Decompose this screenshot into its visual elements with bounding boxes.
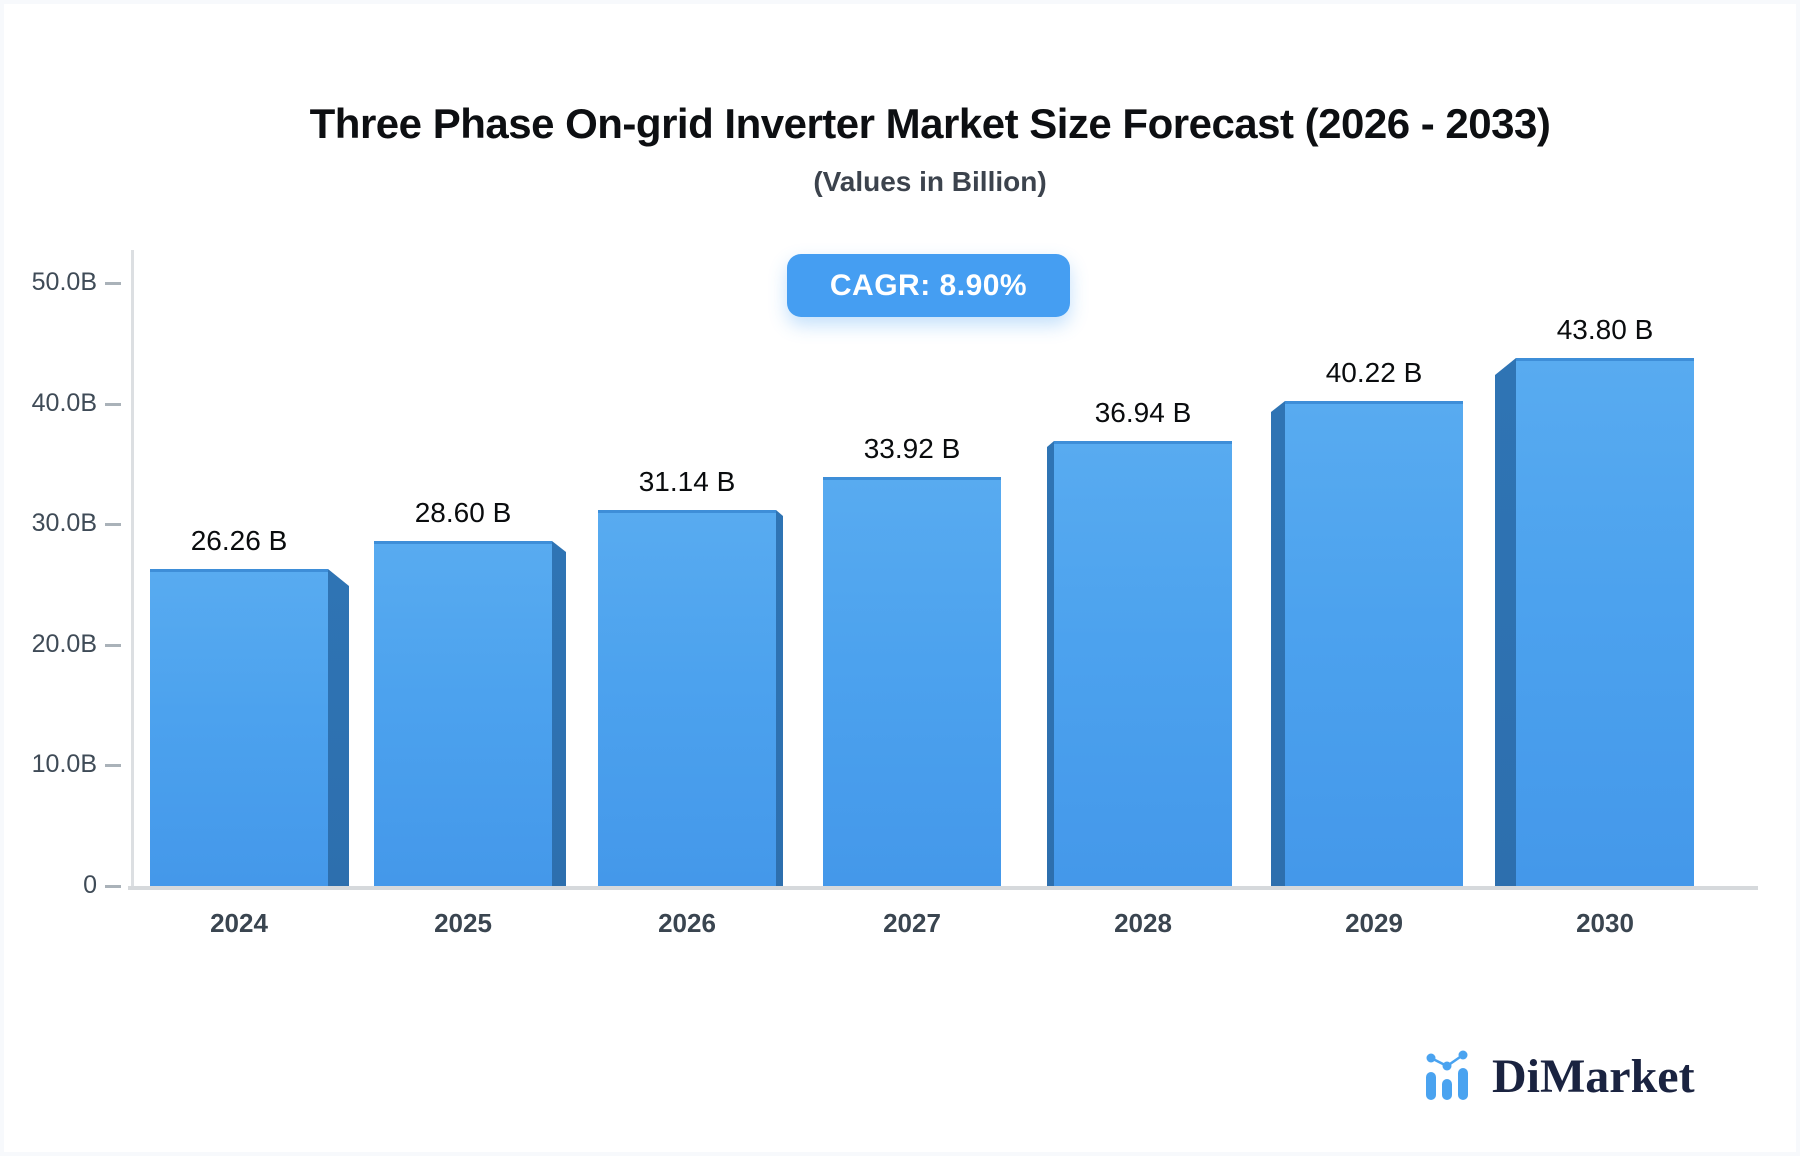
bar-value-label: 43.80 B xyxy=(1556,314,1654,345)
x-tick-label: 2024 xyxy=(210,908,268,938)
bar-3d-side xyxy=(328,569,349,886)
dimarket-logo: DiMarket xyxy=(1420,1048,1695,1104)
y-tick-label: 40.0B xyxy=(31,388,97,417)
y-tick-mark xyxy=(105,643,121,647)
y-axis-line xyxy=(131,250,134,889)
y-tick-label: 0 xyxy=(83,871,97,899)
bar-2024 xyxy=(150,569,349,886)
bar-2025 xyxy=(374,541,566,886)
chart-title: Three Phase On-grid Inverter Market Size… xyxy=(309,100,1551,147)
bar-face xyxy=(1285,401,1463,886)
bar-value-label: 28.60 B xyxy=(414,497,512,528)
chart-subtitle: (Values in Billion) xyxy=(813,166,1047,197)
bar-2029 xyxy=(1271,401,1463,886)
cagr-badge-label: CAGR: 8.90% xyxy=(829,268,1028,302)
logo-wordmark: DiMarket xyxy=(1492,1049,1695,1103)
y-tick-mark xyxy=(105,885,121,888)
bar-2027 xyxy=(823,477,1001,886)
bar-face xyxy=(150,569,328,886)
y-tick-label: 20.0B xyxy=(31,629,97,658)
y-tick-mark xyxy=(105,523,121,527)
bar-value-label: 33.92 B xyxy=(863,433,961,464)
y-tick-label: 10.0B xyxy=(31,750,97,779)
bar-face xyxy=(823,477,1001,886)
bar-face xyxy=(1516,358,1694,886)
y-tick-label: 50.0B xyxy=(31,268,97,296)
x-tick-label: 2029 xyxy=(1345,908,1403,938)
bar-face xyxy=(1054,441,1232,886)
x-tick-label: 2030 xyxy=(1576,908,1634,938)
x-axis-line xyxy=(128,886,1758,890)
x-tick-label: 2027 xyxy=(883,908,941,938)
x-tick-label: 2025 xyxy=(434,908,492,938)
bar-value-label: 36.94 B xyxy=(1094,397,1192,428)
bar-value-label: 31.14 B xyxy=(638,466,736,497)
x-tick-label: 2026 xyxy=(658,908,716,938)
cagr-badge: CAGR: 8.90% xyxy=(787,254,1070,317)
bar-2026 xyxy=(598,510,783,886)
bar-2030 xyxy=(1495,358,1694,886)
bar-2028 xyxy=(1047,441,1232,886)
bar-face xyxy=(598,510,776,886)
bar-3d-side xyxy=(1271,401,1285,886)
bar-3d-side xyxy=(552,541,566,886)
y-tick-mark xyxy=(105,282,121,285)
bar-value-label: 26.26 B xyxy=(190,525,288,556)
bar-value-label: 40.22 B xyxy=(1325,357,1423,388)
bar-3d-side xyxy=(1495,358,1516,886)
y-tick-mark xyxy=(105,764,121,768)
bar-3d-side xyxy=(776,510,783,886)
bar-face xyxy=(374,541,552,886)
x-tick-label: 2028 xyxy=(1114,908,1172,938)
mini-bar-line-chart-icon xyxy=(1426,1050,1468,1100)
y-tick-label: 30.0B xyxy=(31,509,97,538)
bar-3d-side xyxy=(1047,441,1054,886)
y-tick-mark xyxy=(105,402,121,406)
